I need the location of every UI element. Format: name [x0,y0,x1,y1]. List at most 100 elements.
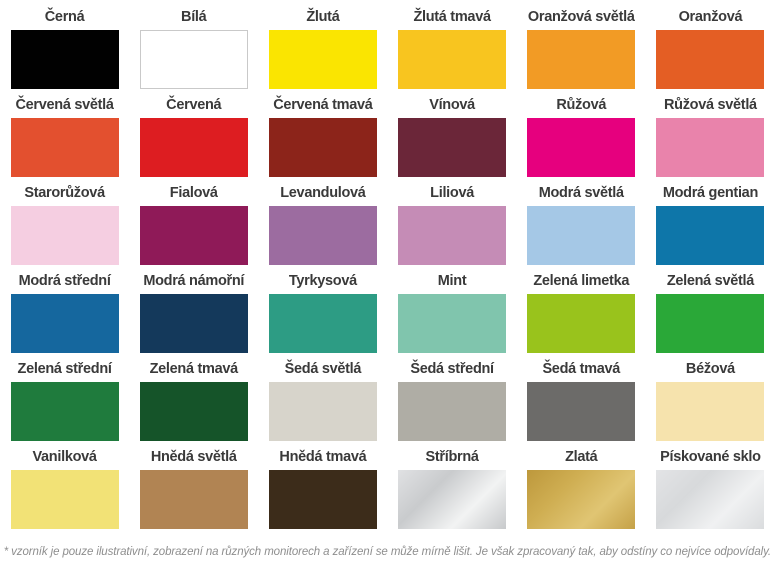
swatch-label: Zelená limetka [533,273,630,289]
swatch-cell: Červená světlá [0,95,129,177]
disclaimer-note: * vzorník je pouze ilustrativní, zobraze… [3,546,771,558]
swatch-label: Červená tmavá [273,97,373,113]
swatch-label: Starorůžová [24,185,105,201]
swatch-cell: Bílá [129,7,258,89]
color-swatch [527,470,636,529]
swatch-cell: Oranžová [646,7,775,89]
color-swatch [398,294,507,353]
swatch-label: Žlutá tmavá [413,9,491,25]
swatch-cell: Šedá tmavá [517,359,646,441]
color-swatch [656,470,765,529]
color-swatch [656,118,765,177]
swatch-label: Červená [166,97,222,113]
swatch-label: Tyrkysová [288,273,357,289]
color-swatch [139,30,248,89]
swatch-label: Béžová [685,361,735,377]
swatch-label: Zelená tmavá [149,361,239,377]
swatch-cell: Černá [0,7,129,89]
color-swatch [398,470,507,529]
color-swatch [527,30,636,89]
swatch-label: Žlutá [306,9,340,25]
swatch-cell: Mint [388,271,517,353]
swatch-cell: Modrá gentian [646,183,775,265]
color-swatch [398,118,507,177]
swatch-cell: Modrá námořní [129,271,258,353]
swatch-label: Zelená světlá [666,273,754,289]
swatch-cell: Zelená světlá [646,271,775,353]
color-swatch [268,382,377,441]
swatch-label: Modrá námořní [143,273,245,289]
swatch-label: Hnědá světlá [150,449,237,465]
swatch-label: Hnědá tmavá [279,449,367,465]
color-swatch [656,206,765,265]
color-swatch [268,470,377,529]
swatch-cell: Vanilková [0,447,129,529]
swatch-grid: Černá Bílá Žlutá Žlutá tmavá Oranžová světlá… [0,7,775,529]
swatch-cell: Hnědá světlá [129,447,258,529]
swatch-label: Růžová [556,97,607,113]
color-swatch [139,382,248,441]
swatch-cell: Zelená tmavá [129,359,258,441]
color-swatch [10,294,119,353]
color-swatch [398,30,507,89]
color-swatch [656,30,765,89]
color-swatch [398,382,507,441]
color-swatch [527,206,636,265]
swatch-label: Modrá gentian [662,185,758,201]
swatch-label: Modrá střední [18,273,111,289]
swatch-cell: Žlutá [258,7,387,89]
swatch-label: Šedá tmavá [542,361,621,377]
swatch-cell: Stříbrná [388,447,517,529]
color-swatch [10,206,119,265]
swatch-cell: Fialová [129,183,258,265]
swatch-cell: Zelená limetka [517,271,646,353]
swatch-cell: Žlutá tmavá [388,7,517,89]
swatch-label: Bílá [181,9,207,25]
swatch-label: Pískované sklo [660,449,761,465]
swatch-cell: Starorůžová [0,183,129,265]
color-swatch [10,470,119,529]
color-swatch [139,470,248,529]
swatch-label: Černá [44,9,85,25]
color-swatch [527,118,636,177]
swatch-cell: Vínová [388,95,517,177]
swatch-label: Zelená střední [17,361,112,377]
color-swatch [527,382,636,441]
swatch-label: Šedá střední [410,361,494,377]
swatch-cell: Šedá světlá [258,359,387,441]
swatch-cell: Modrá střední [0,271,129,353]
color-swatch [139,206,248,265]
color-swatch [10,382,119,441]
swatch-cell: Pískované sklo [646,447,775,529]
swatch-label: Oranžová světlá [527,9,635,25]
color-swatch [656,382,765,441]
color-swatch [268,206,377,265]
swatch-cell: Levandulová [258,183,387,265]
swatch-cell: Zlatá [517,447,646,529]
color-swatch [139,118,248,177]
swatch-label: Zlatá [565,449,598,465]
swatch-cell: Liliová [388,183,517,265]
swatch-label: Liliová [430,185,474,201]
color-swatch [398,206,507,265]
swatch-label: Oranžová [678,9,743,25]
swatch-label: Levandulová [280,185,366,201]
color-swatch [656,294,765,353]
swatch-cell: Béžová [646,359,775,441]
swatch-label: Fialová [169,185,218,201]
color-swatch [268,118,377,177]
swatch-label: Mint [437,273,467,289]
swatch-label: Stříbrná [425,449,479,465]
swatch-cell: Růžová [517,95,646,177]
swatch-cell: Oranžová světlá [517,7,646,89]
color-swatch [139,294,248,353]
color-swatch [527,294,636,353]
swatch-label: Vanilková [32,449,97,465]
color-swatch [268,30,377,89]
swatch-label: Šedá světlá [284,361,362,377]
color-swatch-chart: Černá Bílá Žlutá Žlutá tmavá Oranžová světlá… [0,7,775,558]
swatch-cell: Šedá střední [388,359,517,441]
swatch-label: Modrá světlá [538,185,624,201]
swatch-label: Červená světlá [15,97,114,113]
color-swatch [268,294,377,353]
